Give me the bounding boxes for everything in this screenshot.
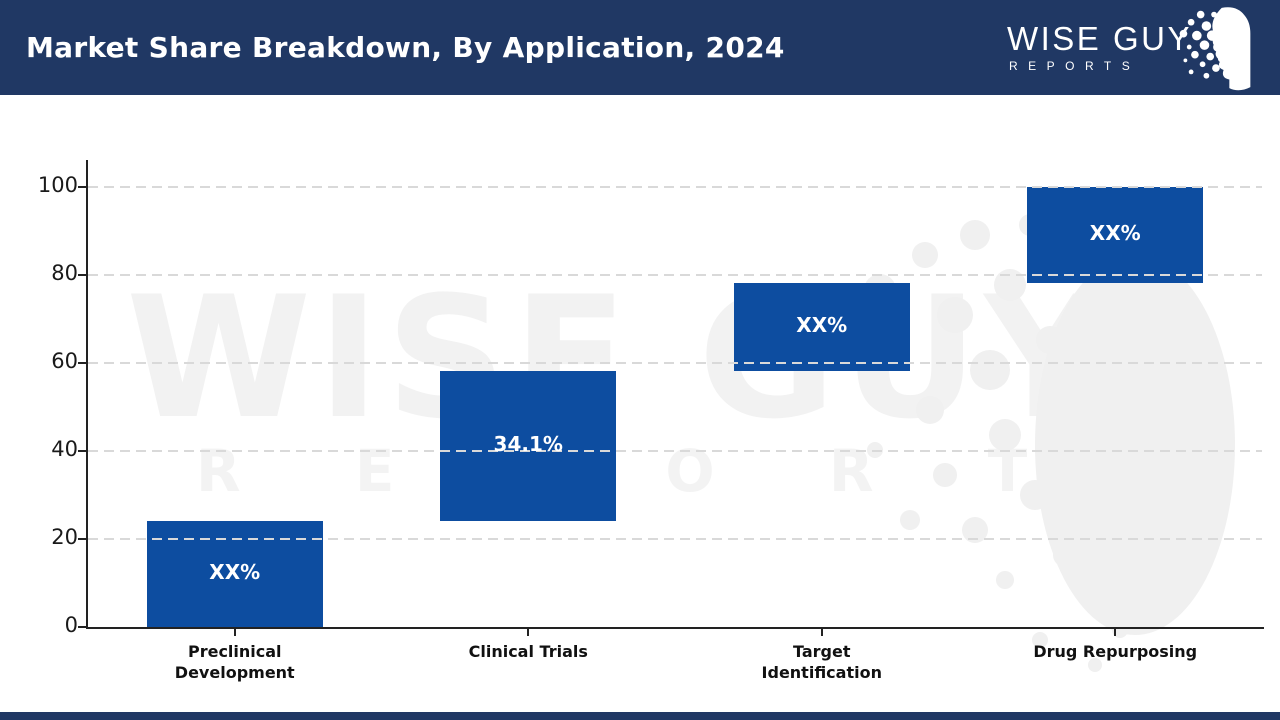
- y-axis: [86, 160, 88, 629]
- y-tick-label: 0: [64, 613, 78, 637]
- y-tick-label: 80: [51, 260, 78, 285]
- dotted-head-icon: [1179, 6, 1251, 90]
- x-tick-label: Target Identification: [761, 642, 882, 682]
- y-tick-mark: [78, 449, 86, 452]
- gridline: [88, 449, 1262, 452]
- y-tick-mark: [78, 537, 86, 540]
- page-title: Market Share Breakdown, By Application, …: [26, 31, 785, 64]
- bar: [733, 282, 910, 372]
- watermark-sub: R E P O R T S: [196, 437, 1231, 505]
- y-tick-label: 40: [51, 436, 78, 461]
- brand-wordmark-main: WISE GUY: [1006, 20, 1192, 57]
- y-tick-mark: [78, 361, 86, 364]
- brand-wordmark-sub: REPORTS: [1008, 59, 1141, 73]
- gridline: [88, 273, 1262, 276]
- x-tick-mark: [820, 629, 823, 636]
- x-tick-label: Clinical Trials: [468, 642, 588, 661]
- bar-value-label: XX%: [1089, 220, 1141, 245]
- x-tick-mark: [233, 629, 236, 636]
- gridline: [88, 537, 1262, 540]
- y-tick-mark: [78, 185, 86, 188]
- header-bar: Market Share Breakdown, By Application, …: [0, 0, 1280, 95]
- x-axis: [86, 627, 1264, 629]
- footer-bar: [0, 712, 1280, 720]
- x-tick-mark: [1114, 629, 1117, 636]
- y-tick-label: 100: [37, 172, 78, 197]
- gridline: [88, 361, 1262, 364]
- bar-value-label: 34.1%: [493, 432, 563, 457]
- y-tick-label: 60: [51, 348, 78, 373]
- y-tick-label: 20: [51, 524, 78, 549]
- gridline: [88, 185, 1262, 188]
- brand-wordmark: WISE GUY REPORTS: [1007, 22, 1192, 73]
- y-tick-mark: [78, 626, 86, 628]
- bar-value-label: XX%: [209, 560, 261, 585]
- x-tick-mark: [527, 629, 530, 636]
- x-tick-label: Drug Repurposing: [1033, 642, 1198, 661]
- x-tick-label: Preclinical Development: [174, 642, 295, 682]
- bar: [1027, 186, 1204, 283]
- bar-value-label: XX%: [796, 312, 848, 337]
- y-tick-mark: [78, 273, 86, 276]
- brand-logo: WISE GUY REPORTS: [1007, 5, 1254, 91]
- bar: [440, 371, 617, 522]
- watermark-dots-head: [864, 214, 1235, 672]
